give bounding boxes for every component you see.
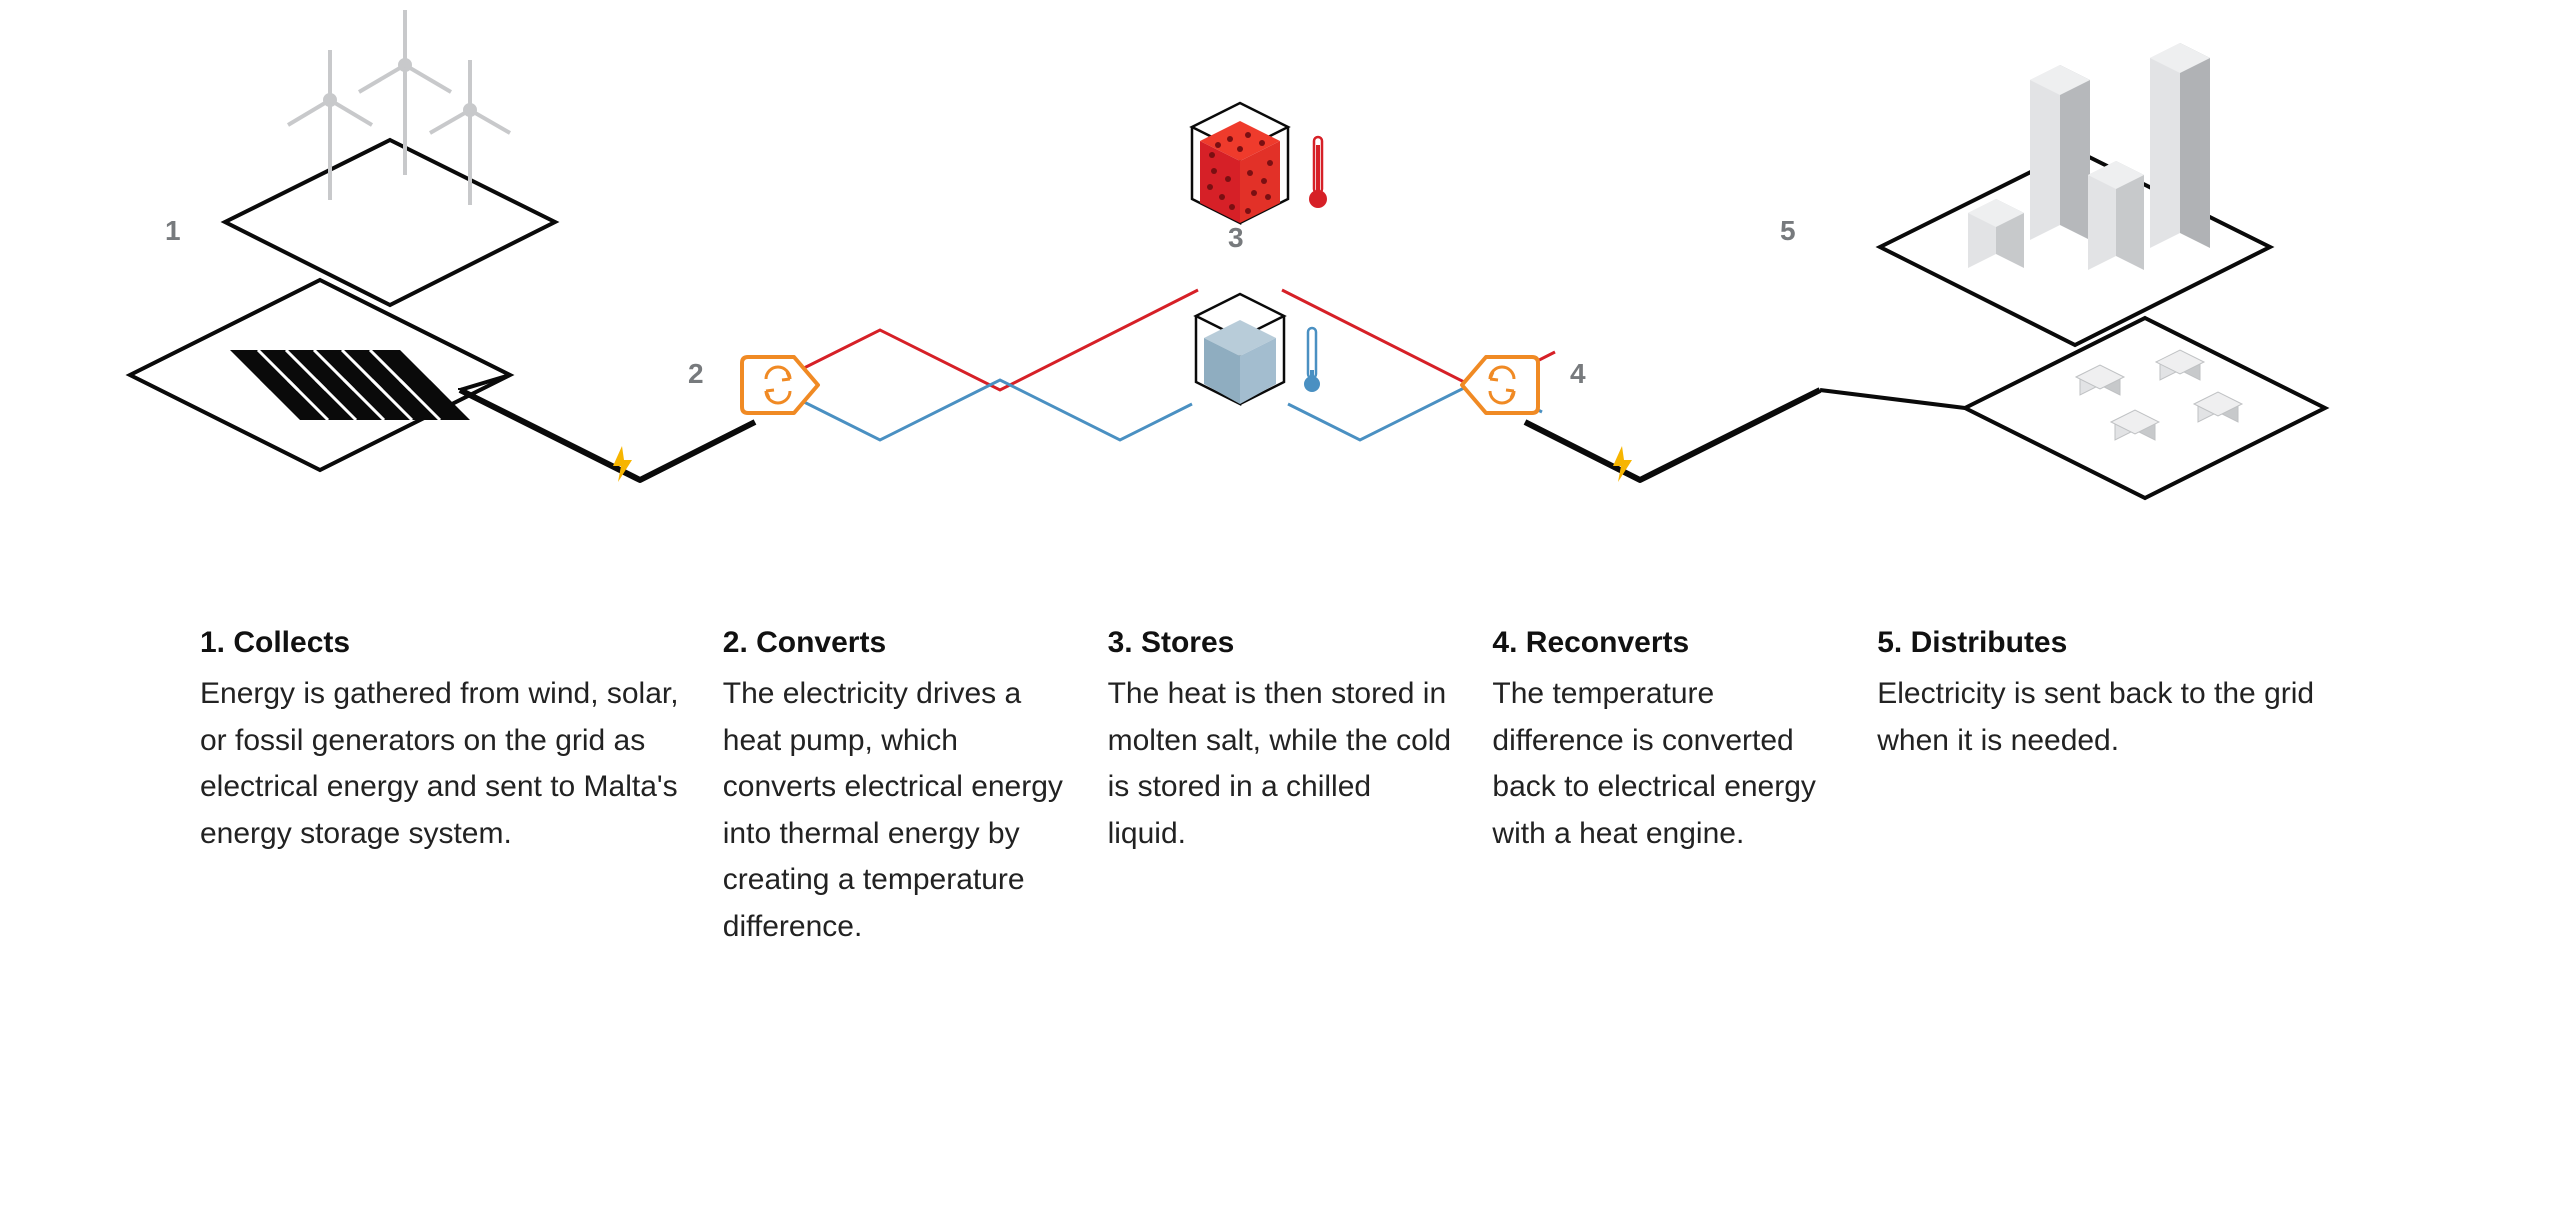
caption-body: The temperature difference is converted … [1492,671,1837,857]
captions-row: 1. Collects Energy is gathered from wind… [200,620,2360,950]
hot-storage-tank [1192,103,1288,223]
step-number-3: 3 [1228,222,1244,254]
converter-icon [1462,357,1538,413]
hot-line [800,290,1198,390]
caption-distributes: 5. Distributes Electricity is sent back … [1877,620,2360,950]
caption-body: Electricity is sent back to the grid whe… [1877,671,2360,764]
thermometer-cold-icon [1304,328,1320,392]
caption-body: The electricity drives a heat pump, whic… [723,671,1068,950]
caption-body: Energy is gathered from wind, solar, or … [200,671,683,857]
main-power-line-right [1525,390,1820,480]
caption-reconverts: 4. Reconverts The temperature difference… [1492,620,1837,950]
caption-title: 1. Collects [200,620,683,665]
caption-title: 3. Stores [1108,620,1453,665]
caption-body: The heat is then stored in molten salt, … [1108,671,1453,857]
diagram-svg [0,0,2560,560]
caption-title: 4. Reconverts [1492,620,1837,665]
caption-stores: 3. Stores The heat is then stored in mol… [1108,620,1453,950]
city-platform [1880,43,2270,345]
thermometer-hot-icon [1309,137,1327,208]
main-power-line [460,390,755,480]
energy-storage-diagram: 1 2 3 4 5 [0,0,2560,560]
step-number-5: 5 [1780,215,1796,247]
caption-converts: 2. Converts The electricity drives a hea… [723,620,1068,950]
step-number-2: 2 [688,358,704,390]
caption-collects: 1. Collects Energy is gathered from wind… [200,620,683,950]
wind-platform [225,10,555,305]
step-number-4: 4 [1570,358,1586,390]
cold-storage-tank [1196,294,1284,404]
solar-platform [130,280,510,470]
caption-title: 5. Distributes [1877,620,2360,665]
caption-title: 2. Converts [723,620,1068,665]
step-number-1: 1 [165,215,181,247]
